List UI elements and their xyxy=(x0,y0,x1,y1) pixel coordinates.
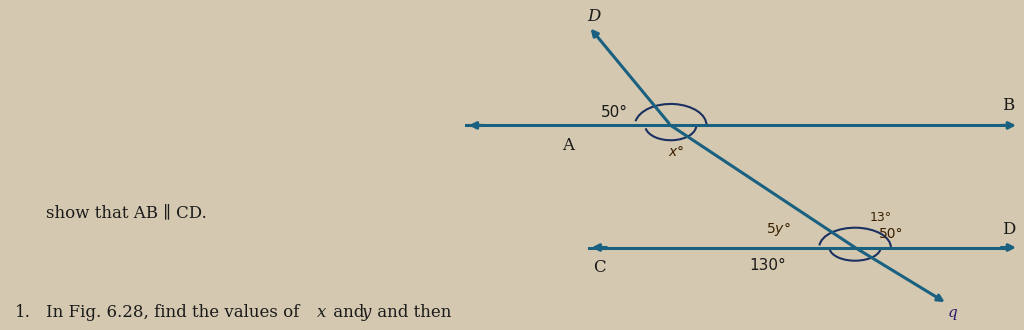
Text: q: q xyxy=(947,307,957,320)
Text: In Fig. 6.28, find the values of: In Fig. 6.28, find the values of xyxy=(46,304,305,321)
Text: $5y$°: $5y$° xyxy=(766,221,791,238)
Text: and: and xyxy=(328,304,370,321)
Text: 50°: 50° xyxy=(879,227,903,241)
Text: y: y xyxy=(361,304,371,321)
Text: show that AB ∥ CD.: show that AB ∥ CD. xyxy=(46,205,207,222)
Text: 13°: 13° xyxy=(869,211,892,224)
Text: A: A xyxy=(562,137,574,154)
Text: D: D xyxy=(587,8,601,25)
Text: 130°: 130° xyxy=(750,258,786,273)
Text: x: x xyxy=(317,304,327,321)
Text: 50°: 50° xyxy=(601,105,628,120)
Text: C: C xyxy=(593,259,605,276)
Text: D: D xyxy=(1001,221,1016,238)
Text: and then: and then xyxy=(372,304,452,321)
Text: B: B xyxy=(1002,97,1015,114)
Text: $x$°: $x$° xyxy=(668,145,684,159)
Text: 1.: 1. xyxy=(15,304,32,321)
